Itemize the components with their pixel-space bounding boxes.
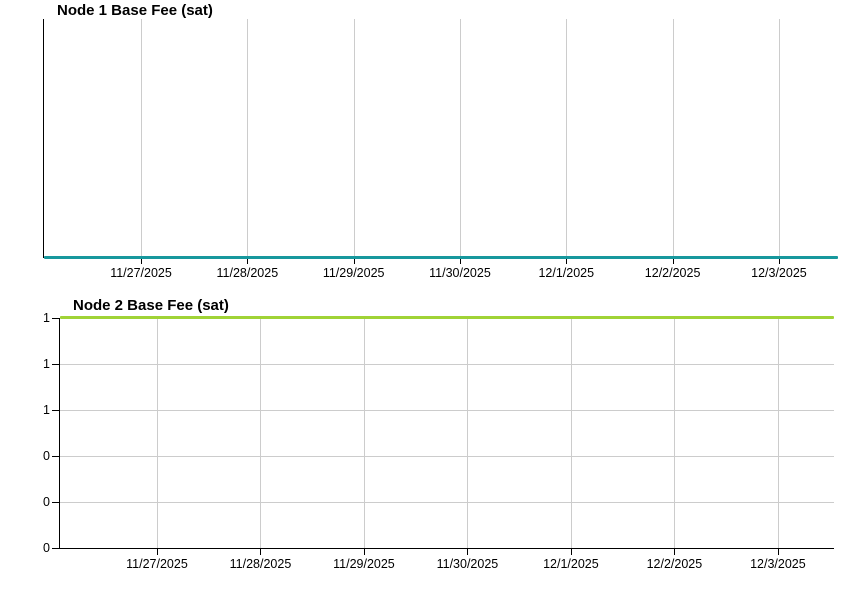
x-axis-tick <box>363 549 365 555</box>
node1-chart-title: Node 1 Base Fee (sat) <box>57 2 213 19</box>
y-axis-tick <box>52 364 59 365</box>
v-gridline <box>141 19 143 257</box>
x-axis-tick <box>260 549 262 555</box>
x-axis-tick-label: 12/1/2025 <box>543 557 599 571</box>
y-axis-tick <box>52 456 59 457</box>
series-line-1 <box>44 255 838 259</box>
x-axis-tick <box>467 549 469 555</box>
v-gridline <box>247 19 249 257</box>
x-axis-tick <box>566 258 568 264</box>
x-axis-tick-label: 11/28/2025 <box>216 266 279 280</box>
x-axis-tick <box>247 258 249 264</box>
v-gridline <box>674 318 676 548</box>
x-axis-tick-label: 11/29/2025 <box>333 557 395 571</box>
v-gridline <box>363 318 365 548</box>
x-axis-tick-label: 12/2/2025 <box>646 557 703 571</box>
h-gridline <box>60 502 834 503</box>
v-gridline <box>570 318 572 548</box>
v-gridline <box>672 19 674 257</box>
x-axis-tick <box>141 258 143 264</box>
x-axis-tick-label: 11/30/2025 <box>436 557 499 571</box>
series-line-2 <box>60 316 834 319</box>
v-gridline <box>777 318 779 548</box>
y-axis-tick <box>52 410 59 411</box>
x-axis-tick-label: 11/28/2025 <box>229 557 292 571</box>
y-axis-tick <box>52 548 59 549</box>
x-axis-tick-label: 12/3/2025 <box>750 557 806 571</box>
y-axis-tick-label: 0 <box>43 541 50 555</box>
v-gridline <box>156 318 158 548</box>
h-gridline <box>60 456 834 457</box>
x-axis-tick <box>672 258 674 264</box>
v-gridline <box>778 19 780 257</box>
x-axis-tick-label: 12/3/2025 <box>751 266 807 280</box>
y-axis-tick <box>52 318 59 319</box>
y-axis-tick <box>52 502 59 503</box>
v-gridline <box>353 19 355 257</box>
x-axis-tick <box>778 258 780 264</box>
v-gridline <box>566 19 568 257</box>
node2-plot-area: 11/27/2025 11/28/2025 11/29/2025 11/30/2025… <box>43 311 834 571</box>
y-axis-tick-label: 0 <box>43 495 50 509</box>
x-axis-tick <box>674 549 676 555</box>
x-axis-tick <box>353 258 355 264</box>
x-axis-tick-label: 11/30/2025 <box>429 266 491 280</box>
x-axis-tick <box>777 549 779 555</box>
y-axis-tick-label: 1 <box>43 357 50 371</box>
x-axis-tick-label: 11/27/2025 <box>110 266 172 280</box>
h-gridline <box>60 410 834 411</box>
x-axis-tick <box>570 549 572 555</box>
y-axis-tick-label: 1 <box>43 311 50 325</box>
x-axis-tick <box>156 549 158 555</box>
node1-plot-area: 11/27/2025 11/28/2025 11/29/2025 11/30/2025… <box>43 19 838 280</box>
node2-chart-title: Node 2 Base Fee (sat) <box>73 297 229 314</box>
v-gridline <box>260 318 262 548</box>
h-gridline <box>60 364 834 365</box>
v-gridline <box>459 19 461 257</box>
y-axis-tick-label: 1 <box>43 403 50 417</box>
x-axis-tick-label: 11/29/2025 <box>322 266 385 280</box>
v-gridline <box>467 318 469 548</box>
x-axis-tick <box>459 258 461 264</box>
x-axis-tick-label: 12/2/2025 <box>644 266 701 280</box>
y-axis-tick-label: 0 <box>43 449 50 463</box>
x-axis-tick-label: 11/27/2025 <box>126 557 188 571</box>
x-axis-tick-label: 12/1/2025 <box>538 266 595 280</box>
